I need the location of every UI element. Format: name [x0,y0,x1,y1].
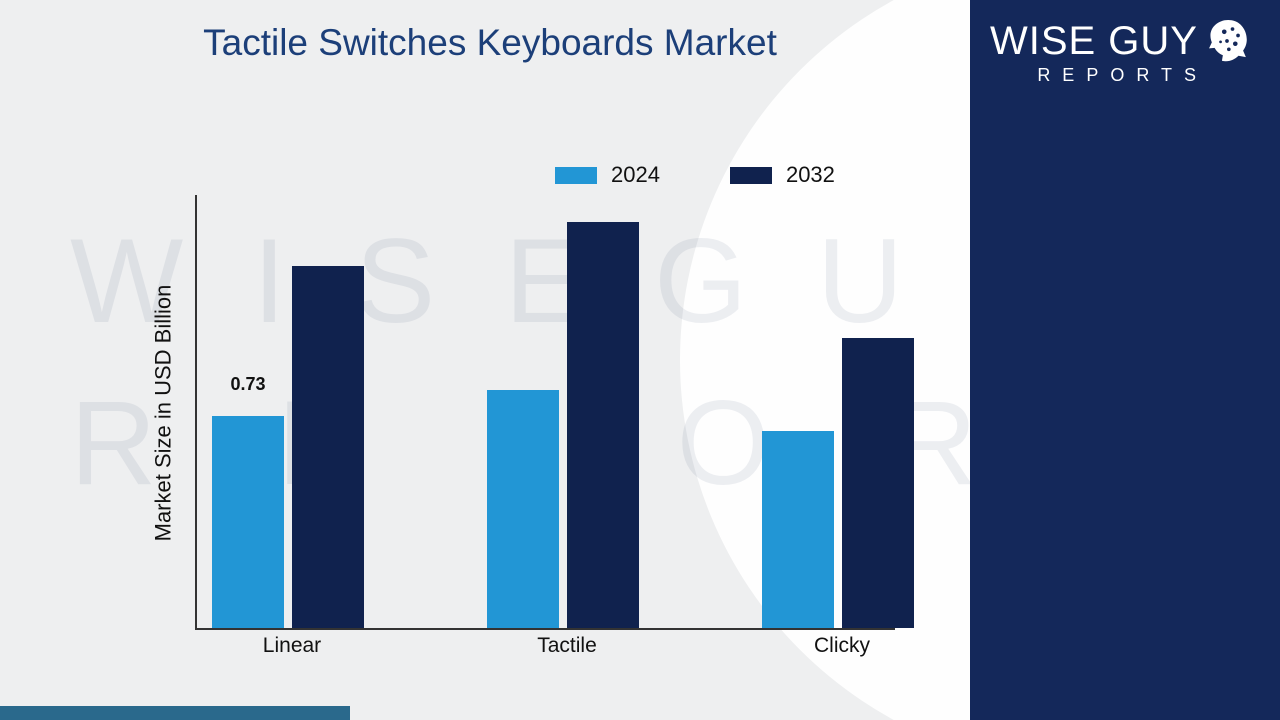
logo-text-main: WISE GUY [990,21,1198,61]
logo-text-sub: REPORTS [990,66,1208,84]
bar-group-tactile: Tactile [487,195,647,628]
bottom-strip [0,706,350,720]
bar-clicky-2024 [762,431,834,628]
bar-linear-2032 [292,266,364,629]
legend-swatch-2032 [730,167,772,184]
legend-label-2024: 2024 [611,162,660,188]
legend-label-2032: 2032 [786,162,835,188]
chart-title: Tactile Switches Keyboards Market [60,22,920,64]
y-axis-label: Market Size in USD Billion [150,284,176,541]
legend-item-2032: 2032 [730,162,835,188]
bar-tactile-2024 [487,390,559,628]
plot-area: 0.73LinearTactileClicky [195,195,895,630]
legend: 2024 2032 [555,162,835,188]
bar-tactile-2032 [567,222,639,628]
bar-value-label: 0.73 [208,374,288,395]
legend-item-2024: 2024 [555,162,660,188]
chart-area: Market Size in USD Billion 0.73Linear Tac… [105,195,895,630]
x-axis-label-linear: Linear [212,634,372,658]
brand-logo: WISE GUY REPORTS [990,18,1250,84]
right-brand-panel [970,0,1280,720]
bar-clicky-2032 [842,338,914,628]
bar-group-linear: 0.73Linear [212,195,372,628]
legend-swatch-2024 [555,167,597,184]
canvas: W I S E G U Y R E P O R T S Tactile Swit… [0,0,1280,720]
bar-group-clicky: Clicky [762,195,922,628]
bar-linear-2024 [212,416,284,628]
head-icon [1204,18,1250,64]
x-axis-label-clicky: Clicky [762,634,922,658]
x-axis-label-tactile: Tactile [487,634,647,658]
